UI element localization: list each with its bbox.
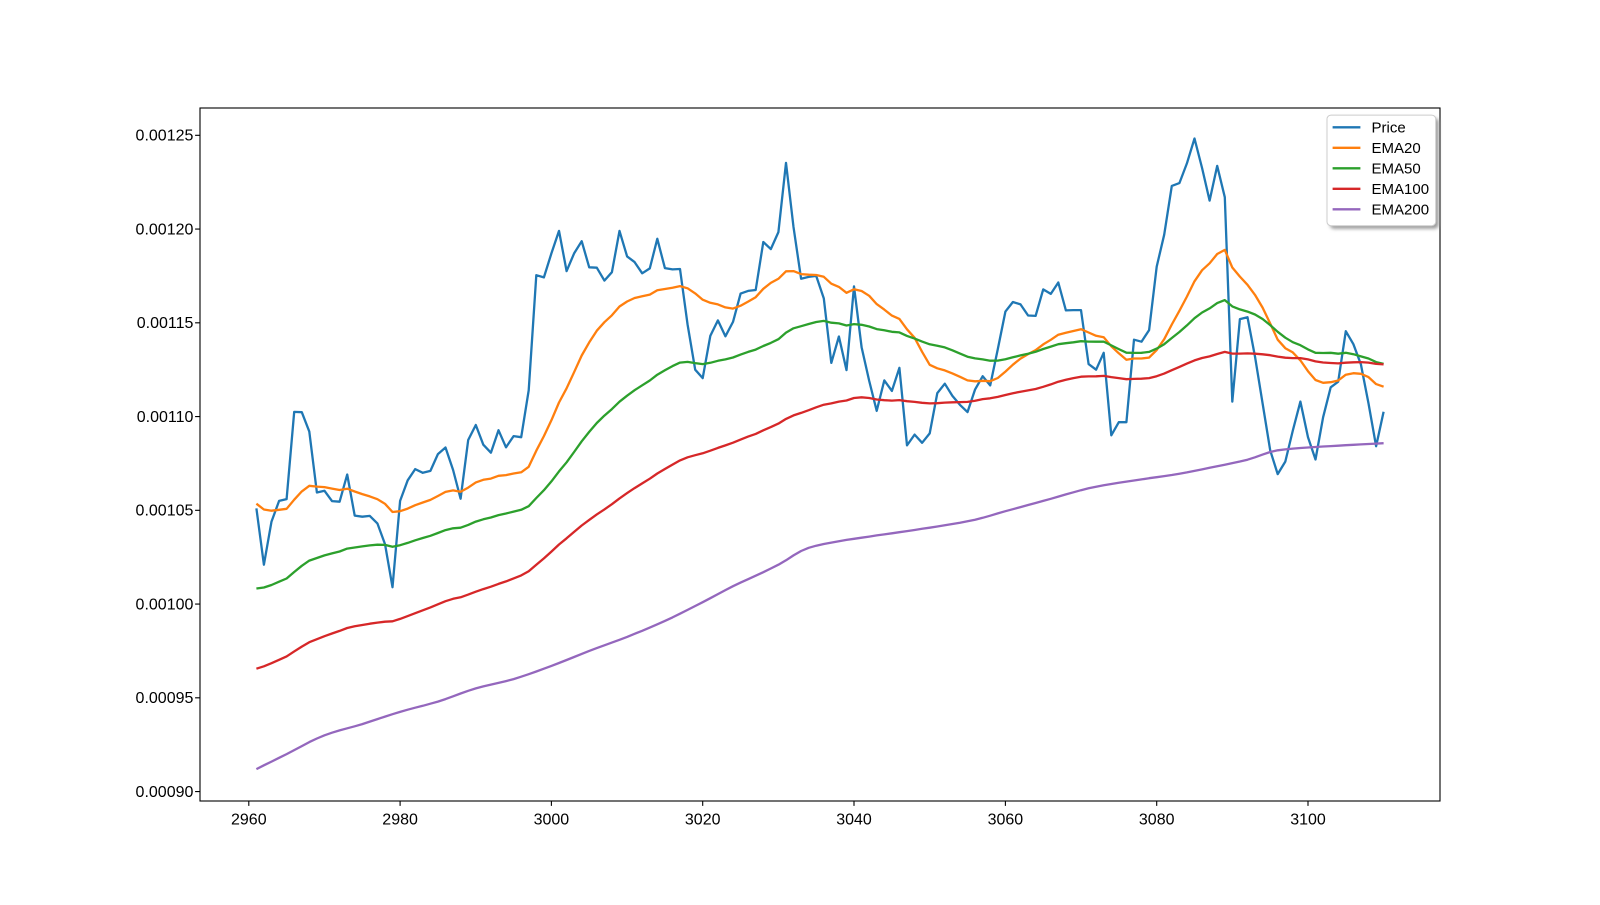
- svg-text:0.00095: 0.00095: [136, 690, 194, 707]
- svg-text:3100: 3100: [1290, 812, 1326, 829]
- svg-text:3040: 3040: [836, 812, 872, 829]
- svg-text:3080: 3080: [1139, 812, 1175, 829]
- svg-text:3060: 3060: [988, 812, 1024, 829]
- svg-text:EMA100: EMA100: [1372, 181, 1430, 198]
- svg-text:0.00090: 0.00090: [136, 784, 194, 801]
- svg-text:3000: 3000: [534, 812, 570, 829]
- svg-text:EMA200: EMA200: [1372, 201, 1430, 218]
- svg-text:Price: Price: [1372, 119, 1406, 136]
- svg-text:EMA50: EMA50: [1372, 160, 1421, 177]
- svg-text:2980: 2980: [382, 812, 418, 829]
- svg-text:0.00105: 0.00105: [136, 503, 194, 520]
- svg-text:EMA20: EMA20: [1372, 140, 1421, 157]
- svg-text:0.00110: 0.00110: [137, 409, 194, 426]
- svg-text:3020: 3020: [685, 812, 721, 829]
- svg-text:0.00100: 0.00100: [136, 596, 194, 613]
- svg-text:0.00115: 0.00115: [137, 315, 194, 332]
- svg-text:0.00120: 0.00120: [136, 221, 194, 238]
- svg-text:0.00125: 0.00125: [136, 128, 194, 145]
- svg-text:2960: 2960: [231, 812, 267, 829]
